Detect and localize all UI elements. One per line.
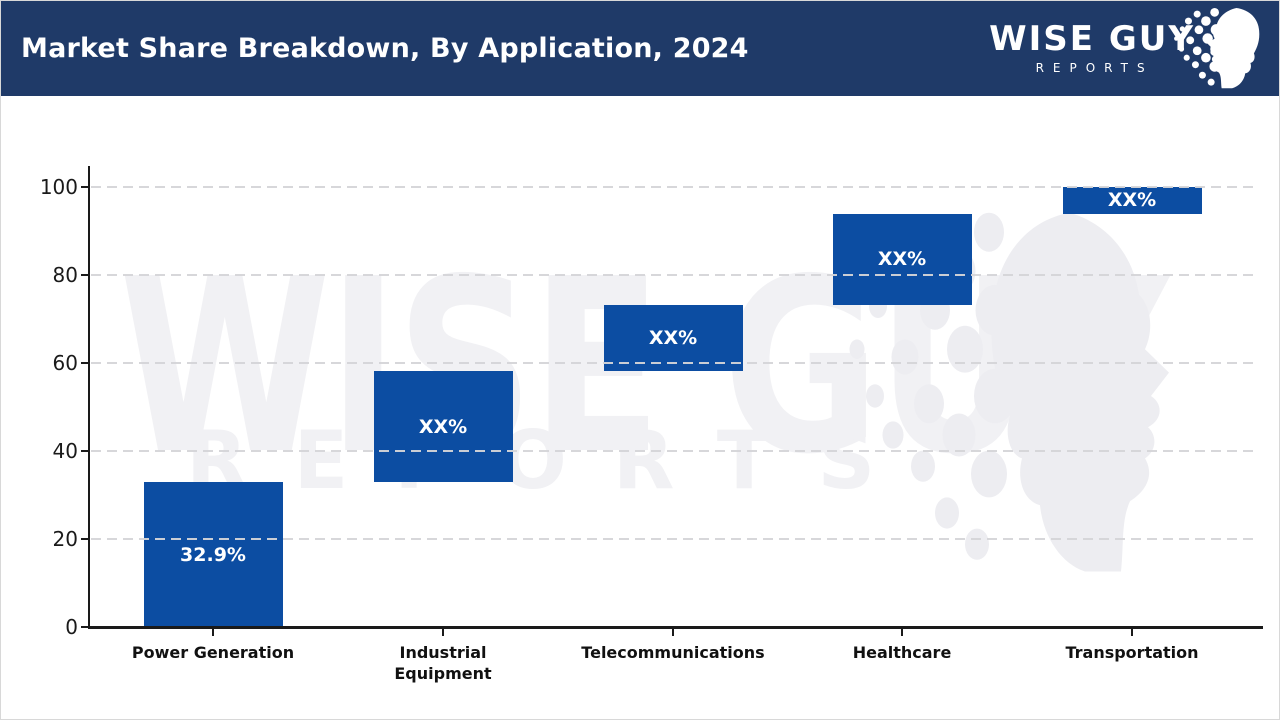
bar-value-label: 32.9% <box>180 543 246 566</box>
x-category-label: Healthcare <box>852 643 952 662</box>
bar: 32.9% <box>143 482 283 627</box>
y-tick-label: 100 <box>39 175 78 199</box>
logo-subtitle: REPORTS <box>1035 61 1154 75</box>
gridline <box>91 538 1259 540</box>
y-tick-mark <box>81 274 89 276</box>
y-tick-label: 60 <box>52 351 78 375</box>
bar-value-label: XX% <box>1107 189 1157 212</box>
bar: XX% <box>1062 187 1202 214</box>
x-tick-mark <box>212 629 214 636</box>
x-category-label: Power Generation <box>131 643 295 662</box>
bar: XX% <box>373 371 513 483</box>
y-tick-mark <box>81 362 89 364</box>
x-category-label: Transportation <box>1065 643 1199 662</box>
y-tick-label: 0 <box>65 615 78 639</box>
y-tick-mark <box>81 450 89 452</box>
x-category-label: Telecommunications <box>581 643 765 662</box>
y-axis-line <box>88 166 90 629</box>
page-title: Market Share Breakdown, By Application, … <box>21 33 749 64</box>
y-tick-label: 40 <box>52 439 78 463</box>
bar-value-label: XX% <box>648 327 698 350</box>
y-tick-mark <box>81 626 89 628</box>
wiseguy-logo: WISE GUY REPORTS <box>989 5 1267 93</box>
x-tick-mark <box>1131 629 1133 636</box>
header-bar: Market Share Breakdown, By Application, … <box>1 1 1279 96</box>
logo-text: WISE GUY REPORTS <box>989 22 1195 75</box>
gridline <box>91 450 1259 452</box>
x-category-label: Industrial Equipment <box>394 643 492 683</box>
y-tick-mark <box>81 538 89 540</box>
gridline <box>91 186 1259 188</box>
bar: XX% <box>832 213 972 305</box>
x-axis-line <box>88 626 1263 629</box>
bar-value-label: XX% <box>418 415 468 438</box>
watermark-head-graphic <box>849 212 1169 572</box>
gridline <box>91 362 1259 364</box>
x-tick-mark <box>442 629 444 636</box>
bar-value-label: XX% <box>877 248 927 271</box>
x-tick-mark <box>672 629 674 636</box>
watermark-subtitle: REPORTS <box>186 414 922 507</box>
y-tick-mark <box>81 186 89 188</box>
gridline <box>91 274 1259 276</box>
y-tick-label: 80 <box>52 263 78 287</box>
x-tick-mark <box>901 629 903 636</box>
bar: XX% <box>603 304 743 372</box>
y-tick-label: 20 <box>52 527 78 551</box>
logo-wordmark: WISE GUY <box>989 19 1195 59</box>
logo-head-icon <box>1174 7 1260 88</box>
